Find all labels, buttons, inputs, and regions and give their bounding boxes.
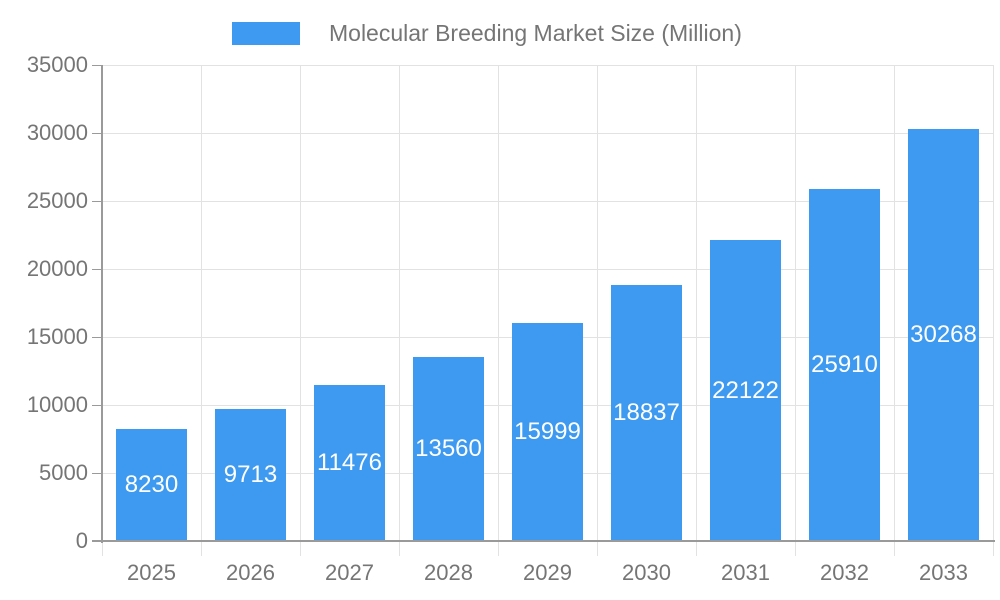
bar-value-label: 22122: [712, 376, 779, 404]
bar: [809, 188, 880, 541]
x-axis-tick: [596, 542, 598, 556]
bar-value-label: 25910: [811, 350, 878, 378]
gridline-vertical: [596, 65, 598, 541]
y-axis-tick: [92, 268, 102, 270]
bar-value-label: 8230: [124, 471, 179, 499]
y-axis-label: 5000: [39, 460, 88, 485]
bar: [116, 429, 187, 541]
bar: [908, 129, 979, 541]
legend-swatch: [232, 22, 300, 45]
y-axis-label: 25000: [26, 188, 88, 213]
gridline-vertical: [497, 65, 499, 541]
x-axis-label: 2028: [424, 560, 473, 585]
x-axis-label: 2029: [523, 560, 572, 585]
bar: [215, 408, 286, 541]
gridline-vertical: [992, 65, 994, 541]
x-axis-tick: [200, 542, 202, 556]
bar: [413, 356, 484, 541]
x-axis-label: 2027: [325, 560, 374, 585]
x-axis-tick: [299, 542, 301, 556]
y-axis-tick: [92, 64, 102, 66]
gridline-vertical: [794, 65, 796, 541]
bar: [611, 284, 682, 541]
x-axis-tick: [497, 542, 499, 556]
gridline-vertical: [398, 65, 400, 541]
x-axis-line: [92, 540, 995, 542]
legend: Molecular Breeding Market Size (Million): [232, 20, 742, 46]
x-axis-tick: [794, 542, 796, 556]
x-axis-label: 2033: [919, 560, 968, 585]
x-axis-tick: [398, 542, 400, 556]
x-axis-label: 2030: [622, 560, 671, 585]
gridline-vertical: [695, 65, 697, 541]
bar-value-label: 30268: [910, 321, 977, 349]
x-axis-tick: [992, 542, 994, 556]
bar-value-label: 11476: [317, 448, 382, 476]
bar-value-label: 18837: [613, 398, 680, 426]
y-axis-label: 30000: [26, 120, 88, 145]
bar: [512, 323, 583, 541]
y-axis-line: [101, 65, 103, 543]
y-axis-tick: [92, 404, 102, 406]
y-axis-label: 10000: [26, 392, 88, 417]
y-axis-tick: [92, 472, 102, 474]
bar-value-label: 15999: [514, 418, 581, 446]
x-axis-tick: [695, 542, 697, 556]
y-axis-label: 15000: [26, 324, 88, 349]
gridline-horizontal: [102, 268, 993, 270]
gridline-vertical: [299, 65, 301, 541]
gridline-vertical: [893, 65, 895, 541]
x-axis-label: 2031: [721, 560, 770, 585]
x-axis-label: 2032: [820, 560, 869, 585]
bar: [710, 240, 781, 541]
y-axis-tick: [92, 200, 102, 202]
gridline-horizontal: [102, 132, 993, 134]
x-axis-tick: [893, 542, 895, 556]
y-axis-label: 35000: [26, 52, 88, 77]
y-axis-label: 0: [75, 528, 88, 553]
gridline-vertical: [200, 65, 202, 541]
gridline-horizontal: [102, 64, 993, 66]
gridline-horizontal: [102, 200, 993, 202]
bar-value-label: 13560: [415, 434, 482, 462]
bar-value-label: 9713: [223, 460, 278, 488]
y-axis-label: 20000: [26, 256, 88, 281]
bar: [314, 384, 385, 541]
y-axis-tick: [92, 336, 102, 338]
x-axis-label: 2026: [226, 560, 275, 585]
x-axis-tick: [101, 542, 103, 556]
legend-label: Molecular Breeding Market Size (Million): [329, 20, 742, 46]
x-axis-label: 2025: [127, 560, 176, 585]
y-axis-tick: [92, 132, 102, 134]
